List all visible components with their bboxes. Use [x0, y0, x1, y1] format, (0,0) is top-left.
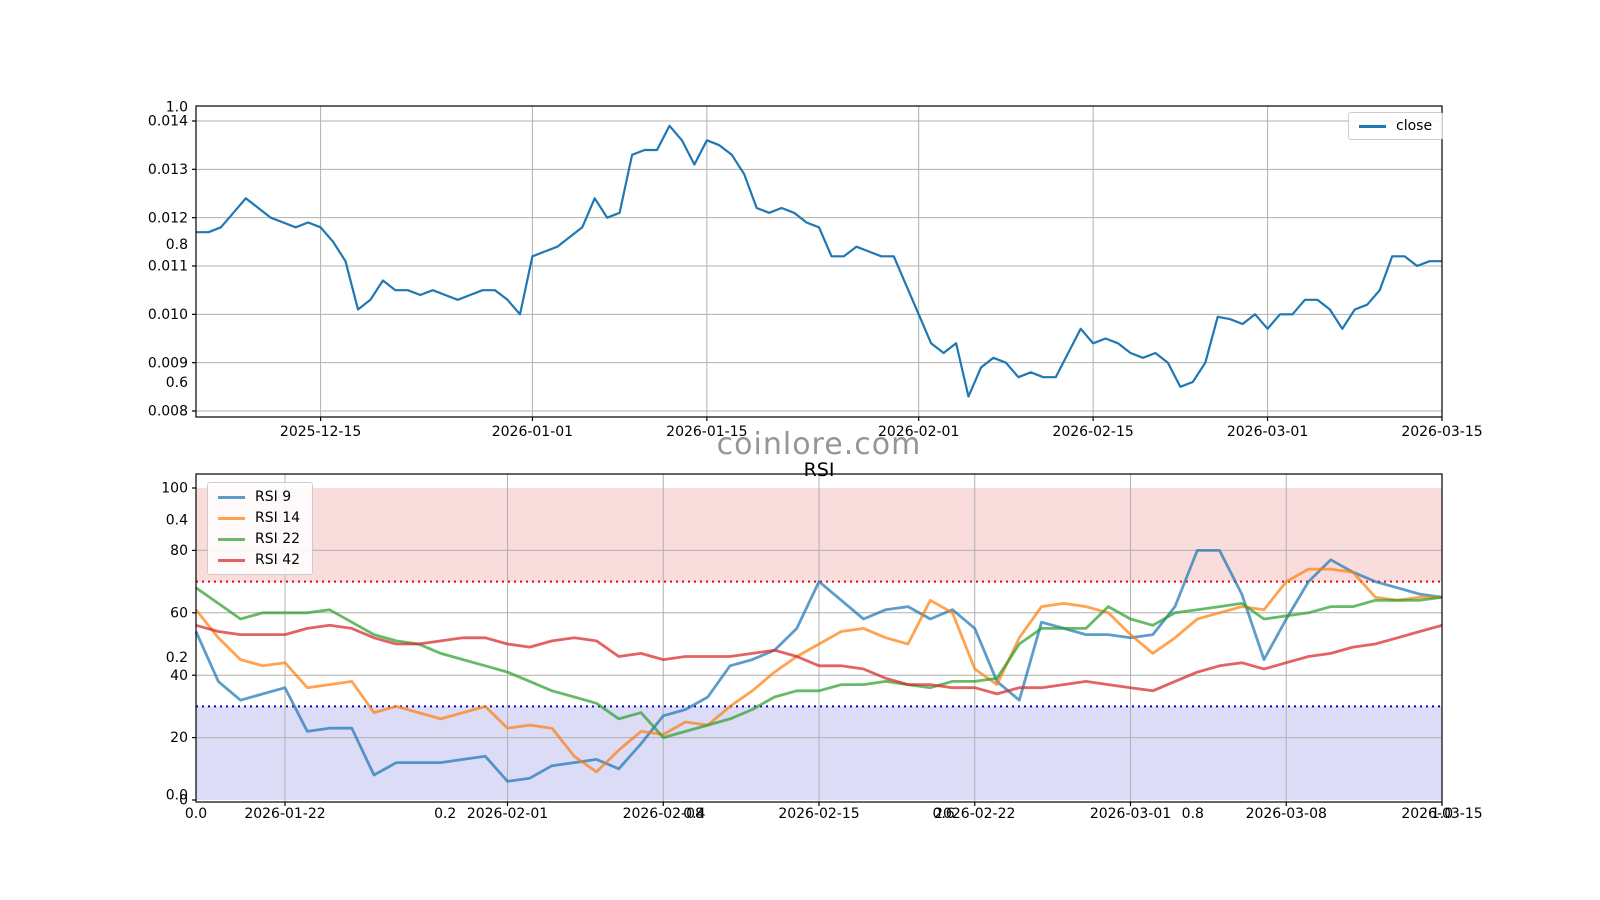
rsi-legend-row: RSI 22 — [218, 531, 300, 547]
rsi-xtick-label: 2026-03-01 — [1090, 806, 1171, 822]
rsi-line-rsi-22 — [195, 586, 1443, 739]
close-legend-swatch — [1359, 124, 1386, 128]
rsi-9-legend-label: RSI 9 — [255, 489, 292, 505]
secondary-ytick-label: 0.4 — [166, 512, 188, 528]
price-legend: close — [1348, 112, 1444, 140]
rsi-legend-row: RSI 14 — [218, 510, 300, 526]
secondary-xtick-label: 0.6 — [932, 806, 954, 822]
rsi-xtick-label: 2026-02-01 — [467, 806, 548, 822]
rsi-xtick-label: 2026-03-15 — [1401, 806, 1482, 822]
rsi-line-rsi-42 — [195, 623, 1443, 696]
close-line — [196, 124, 1442, 398]
price-ytick-label: 0.012 — [148, 210, 188, 226]
secondary-xtick-label: 1.0 — [1431, 806, 1453, 822]
secondary-ytick-label: 0.0 — [166, 788, 188, 804]
price-xtick-label: 2026-03-15 — [1401, 424, 1482, 440]
rsi-legend-row: RSI 9 — [218, 489, 300, 505]
price-ytick-label: 0.014 — [148, 114, 188, 130]
price-ytick-label: 0.009 — [148, 355, 188, 371]
price-ytick-label: 0.008 — [148, 404, 188, 420]
secondary-xtick-label: 0.8 — [1182, 806, 1204, 822]
rsi-line-rsi-9 — [194, 549, 1443, 783]
rsi-ytick-label: 100 — [161, 481, 188, 497]
rsi-14-legend-label: RSI 14 — [255, 510, 301, 526]
price-ytick-label: 0.013 — [148, 162, 188, 178]
close-legend-label: close — [1396, 118, 1433, 134]
price-axes-frame — [195, 105, 1443, 418]
rsi-9-legend-swatch — [218, 495, 245, 499]
price-xtick-label: 2026-03-01 — [1227, 424, 1308, 440]
rsi-chart-title: RSI — [803, 459, 835, 481]
price-ytick-label: 0.011 — [148, 259, 188, 275]
secondary-ytick-label: 0.2 — [166, 650, 188, 666]
rsi-xtick-label: 2026-02-08 — [623, 806, 704, 822]
rsi-xtick-label: 2026-03-08 — [1246, 806, 1327, 822]
price-xtick-label: 2025-12-15 — [280, 424, 361, 440]
price-xtick-label: 2026-01-15 — [666, 424, 747, 440]
secondary-ytick-label: 0.8 — [166, 237, 188, 253]
secondary-ytick-label: 1.0 — [166, 100, 188, 116]
rsi-line-rsi-14 — [194, 567, 1442, 774]
price-xtick-label: 2026-02-01 — [878, 424, 959, 440]
watermark: coinlore.com — [716, 427, 922, 462]
rsi-legend-row: RSI 42 — [218, 552, 300, 568]
secondary-ytick-label: 0.6 — [166, 375, 188, 391]
secondary-xtick-label: 0.2 — [434, 806, 456, 822]
price-xtick-label: 2026-01-01 — [492, 424, 573, 440]
rsi-ytick-label: 40 — [170, 668, 188, 684]
rsi-ytick-label: 0 — [179, 793, 188, 809]
rsi-42-legend-swatch — [218, 558, 245, 562]
rsi-14-legend-swatch — [218, 516, 245, 520]
rsi-ytick-label: 80 — [170, 543, 188, 559]
secondary-xtick-label: 0.0 — [185, 806, 207, 822]
rsi-22-legend-label: RSI 22 — [255, 531, 301, 547]
rsi-xtick-label: 2026-02-15 — [778, 806, 859, 822]
rsi-xtick-label: 2026-01-22 — [244, 806, 325, 822]
rsi-ytick-label: 60 — [170, 605, 188, 621]
rsi-22-legend-swatch — [218, 537, 245, 541]
secondary-xtick-label: 0.4 — [683, 806, 705, 822]
rsi-legend: RSI 9 RSI 14 RSI 22 RSI 42 — [207, 482, 314, 575]
price-ytick-label: 0.010 — [148, 307, 188, 323]
rsi-ytick-label: 20 — [170, 730, 188, 746]
rsi-xtick-label: 2026-02-22 — [934, 806, 1015, 822]
rsi-42-legend-label: RSI 42 — [255, 552, 301, 568]
price-xtick-label: 2026-02-15 — [1052, 424, 1133, 440]
